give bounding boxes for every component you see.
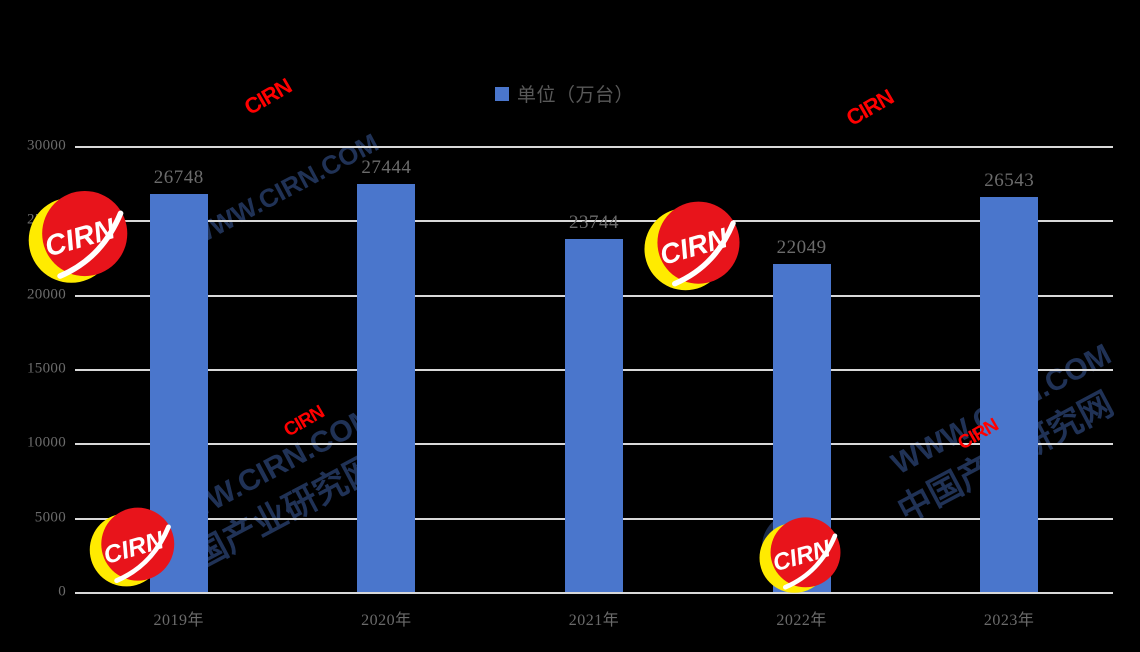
watermark-stamp: CIRN [841, 84, 898, 131]
y-axis-tick-label: 5000 [34, 509, 66, 526]
bar [565, 239, 623, 592]
x-axis-tick-label: 2019年 [153, 612, 205, 629]
legend-swatch-icon [495, 86, 509, 101]
y-axis-tick-label: 15000 [27, 360, 66, 377]
y-axis-tick-label: 0 [58, 583, 66, 600]
chart-legend: 单位（万台） [495, 80, 634, 107]
gridline [75, 220, 1113, 223]
gridline [75, 146, 1113, 148]
y-axis-tick-label: 25000 [27, 211, 66, 228]
x-axis-line [75, 592, 1113, 594]
legend-label: 单位（万台） [517, 85, 635, 106]
bar [772, 264, 831, 592]
y-axis-tick-label: 20000 [27, 286, 66, 303]
y-axis-tick-label: 10000 [27, 434, 66, 451]
bar [980, 197, 1039, 592]
bar [149, 194, 208, 592]
bar-value-label: 26543 [984, 170, 1035, 192]
x-axis-tick-label: 2022年 [776, 612, 827, 629]
bar-value-label: 22049 [776, 237, 827, 259]
bar-value-label: 27444 [361, 156, 412, 178]
x-axis-tick-label: 2020年 [361, 612, 412, 629]
x-axis-tick-label: 2023年 [983, 612, 1035, 629]
x-axis-tick-label: 2021年 [568, 612, 620, 629]
y-axis-tick-label: 30000 [27, 137, 66, 154]
watermark-stamp: CIRN [239, 73, 296, 120]
bar-value-label: 23744 [569, 212, 619, 233]
bar [357, 184, 416, 592]
bar-value-label: 26748 [153, 167, 204, 189]
